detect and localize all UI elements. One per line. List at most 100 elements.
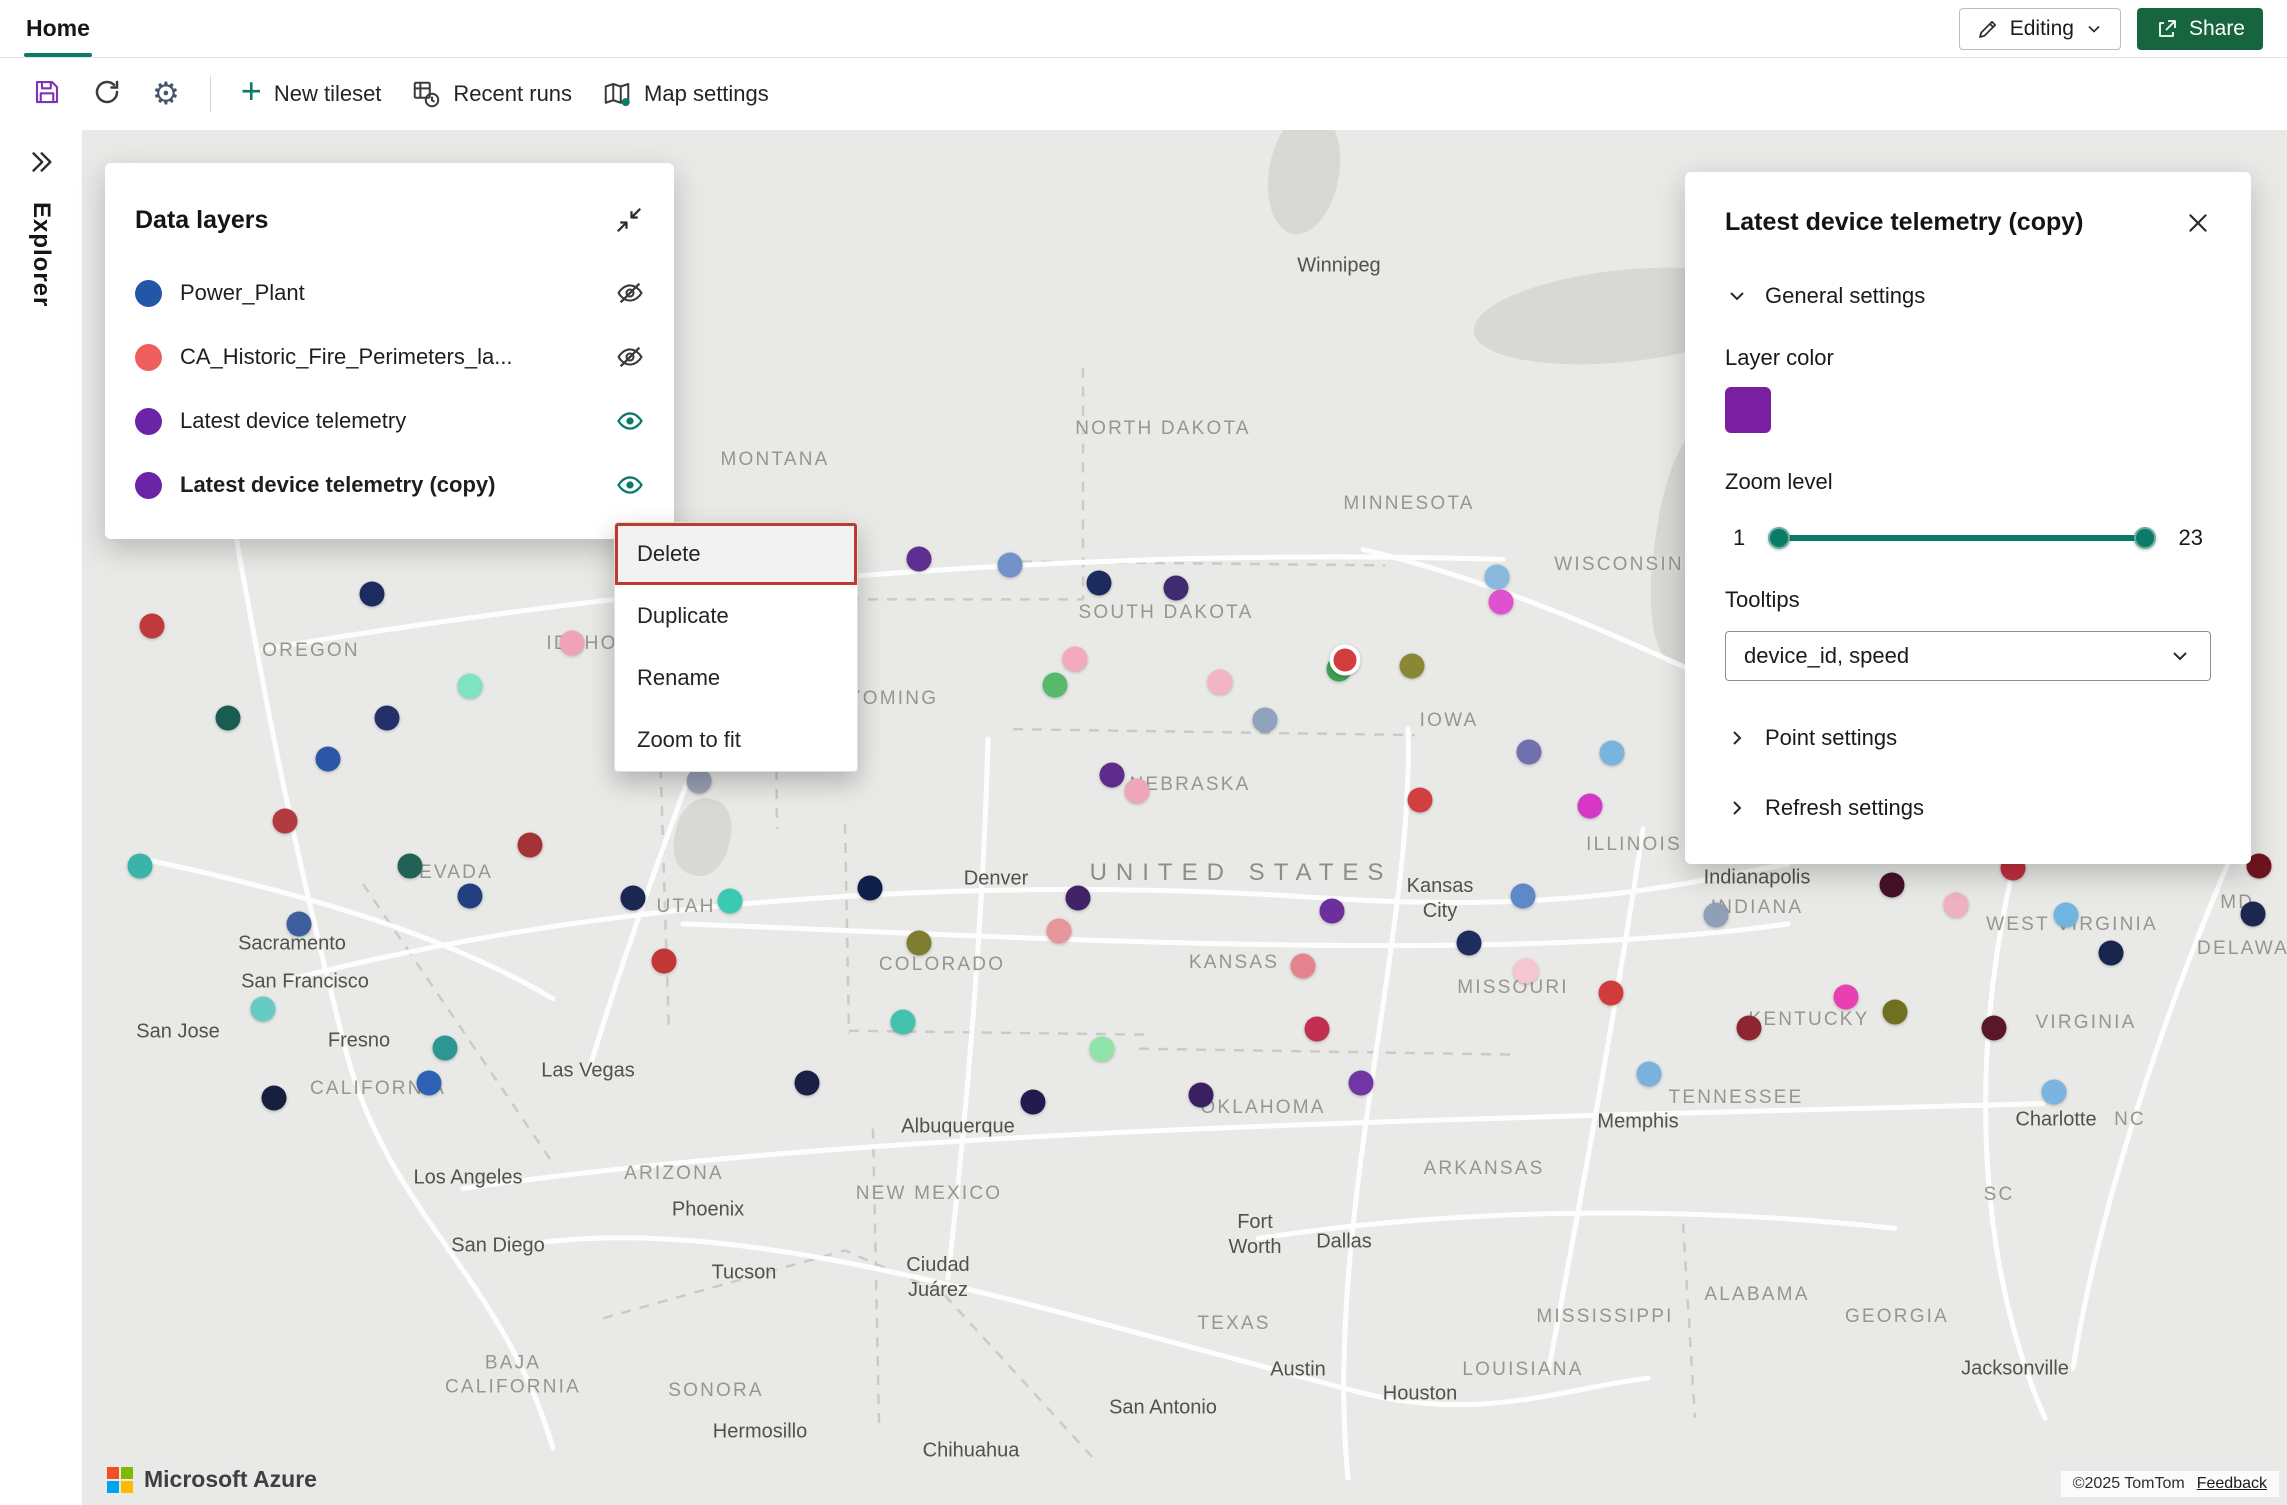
- map-settings-button[interactable]: Map settings: [602, 79, 769, 109]
- refresh-button[interactable]: [92, 77, 122, 110]
- layer-color-swatch[interactable]: [1725, 387, 1771, 433]
- editing-dropdown-button[interactable]: Editing: [1958, 7, 2121, 50]
- telemetry-point[interactable]: [215, 705, 241, 731]
- telemetry-point[interactable]: [1290, 953, 1316, 979]
- telemetry-point[interactable]: [1304, 1016, 1330, 1042]
- telemetry-point[interactable]: [1207, 669, 1233, 695]
- telemetry-point[interactable]: [1703, 902, 1729, 928]
- visibility-off-icon[interactable]: [616, 279, 644, 307]
- telemetry-point[interactable]: [1020, 1089, 1046, 1115]
- telemetry-point[interactable]: [1188, 1082, 1214, 1108]
- telemetry-point[interactable]: [1163, 575, 1189, 601]
- telemetry-point[interactable]: [1089, 1036, 1115, 1062]
- telemetry-point[interactable]: [517, 832, 543, 858]
- close-icon[interactable]: [2185, 210, 2211, 236]
- telemetry-point[interactable]: [857, 875, 883, 901]
- telemetry-point[interactable]: [1598, 980, 1624, 1006]
- telemetry-point[interactable]: [1046, 918, 1072, 944]
- telemetry-point[interactable]: [890, 1009, 916, 1035]
- telemetry-point[interactable]: [906, 930, 932, 956]
- layer-row-2[interactable]: Latest device telemetry: [105, 389, 674, 453]
- telemetry-point[interactable]: [397, 853, 423, 879]
- telemetry-point[interactable]: [1329, 644, 1361, 676]
- telemetry-point[interactable]: [2240, 901, 2266, 927]
- expand-sidebar-icon[interactable]: [27, 148, 55, 176]
- telemetry-point[interactable]: [1943, 892, 1969, 918]
- telemetry-point[interactable]: [315, 746, 341, 772]
- telemetry-point[interactable]: [1042, 672, 1068, 698]
- telemetry-point[interactable]: [250, 996, 276, 1022]
- slider-track[interactable]: [1768, 527, 2156, 549]
- telemetry-point[interactable]: [620, 885, 646, 911]
- telemetry-point[interactable]: [1599, 740, 1625, 766]
- telemetry-point[interactable]: [906, 546, 932, 572]
- context-menu-item-zoom-to-fit[interactable]: Zoom to fit: [637, 727, 741, 752]
- tab-home[interactable]: Home: [24, 0, 92, 57]
- new-tileset-button[interactable]: + New tileset: [241, 73, 382, 109]
- recent-runs-button[interactable]: Recent runs: [411, 79, 572, 109]
- settings-gear-button[interactable]: ⚙: [152, 78, 180, 109]
- telemetry-point[interactable]: [432, 1035, 458, 1061]
- general-settings-toggle[interactable]: General settings: [1725, 283, 2211, 309]
- telemetry-point[interactable]: [1456, 930, 1482, 956]
- collapse-panel-icon[interactable]: [614, 205, 644, 235]
- telemetry-point[interactable]: [686, 768, 712, 794]
- telemetry-point[interactable]: [2053, 902, 2079, 928]
- telemetry-point[interactable]: [416, 1070, 442, 1096]
- point-settings-toggle[interactable]: Point settings: [1725, 725, 2211, 751]
- telemetry-point[interactable]: [1577, 793, 1603, 819]
- telemetry-point[interactable]: [1879, 872, 1905, 898]
- telemetry-point[interactable]: [374, 705, 400, 731]
- layer-row-1[interactable]: CA_Historic_Fire_Perimeters_la...: [105, 325, 674, 389]
- telemetry-point[interactable]: [651, 948, 677, 974]
- telemetry-point[interactable]: [1736, 1015, 1762, 1041]
- slider-handle-min[interactable]: [1768, 527, 1791, 549]
- context-menu-item-rename[interactable]: Rename: [637, 665, 721, 690]
- visibility-on-icon[interactable]: [616, 407, 644, 435]
- feedback-link[interactable]: Feedback: [2196, 1475, 2267, 1492]
- telemetry-point[interactable]: [1833, 984, 1859, 1010]
- telemetry-point[interactable]: [1636, 1061, 1662, 1087]
- telemetry-point[interactable]: [1099, 762, 1125, 788]
- context-menu-item-delete[interactable]: Delete: [615, 523, 857, 585]
- telemetry-point[interactable]: [2098, 940, 2124, 966]
- layer-row-0[interactable]: Power_Plant: [105, 261, 674, 325]
- telemetry-point[interactable]: [272, 808, 298, 834]
- telemetry-point[interactable]: [1516, 739, 1542, 765]
- telemetry-point[interactable]: [1510, 883, 1536, 909]
- visibility-on-icon[interactable]: [616, 471, 644, 499]
- telemetry-point[interactable]: [1065, 885, 1091, 911]
- telemetry-point[interactable]: [997, 552, 1023, 578]
- telemetry-point[interactable]: [261, 1085, 287, 1111]
- context-menu-item-duplicate[interactable]: Duplicate: [637, 603, 729, 628]
- telemetry-point[interactable]: [139, 613, 165, 639]
- telemetry-point[interactable]: [794, 1070, 820, 1096]
- refresh-settings-toggle[interactable]: Refresh settings: [1725, 795, 2211, 821]
- slider-handle-max[interactable]: [2133, 527, 2156, 549]
- telemetry-point[interactable]: [1407, 787, 1433, 813]
- telemetry-point[interactable]: [1882, 999, 1908, 1025]
- share-button[interactable]: Share: [2136, 7, 2263, 50]
- telemetry-point[interactable]: [717, 888, 743, 914]
- layer-row-3[interactable]: Latest device telemetry (copy): [105, 453, 674, 517]
- tooltips-dropdown[interactable]: device_id, speed: [1725, 631, 2211, 681]
- telemetry-point[interactable]: [1348, 1070, 1374, 1096]
- telemetry-point[interactable]: [457, 883, 483, 909]
- telemetry-point[interactable]: [1062, 646, 1088, 672]
- telemetry-point[interactable]: [559, 630, 585, 656]
- telemetry-point[interactable]: [286, 911, 312, 937]
- telemetry-point[interactable]: [127, 853, 153, 879]
- telemetry-point[interactable]: [1513, 958, 1539, 984]
- visibility-off-icon[interactable]: [616, 343, 644, 371]
- telemetry-point[interactable]: [1488, 589, 1514, 615]
- telemetry-point[interactable]: [1981, 1015, 2007, 1041]
- telemetry-point[interactable]: [2041, 1079, 2067, 1105]
- telemetry-point[interactable]: [1252, 707, 1278, 733]
- telemetry-point[interactable]: [359, 581, 385, 607]
- save-button[interactable]: [32, 77, 62, 110]
- telemetry-point[interactable]: [1399, 653, 1425, 679]
- telemetry-point[interactable]: [1124, 778, 1150, 804]
- telemetry-point[interactable]: [457, 673, 483, 699]
- telemetry-point[interactable]: [1484, 564, 1510, 590]
- telemetry-point[interactable]: [1086, 570, 1112, 596]
